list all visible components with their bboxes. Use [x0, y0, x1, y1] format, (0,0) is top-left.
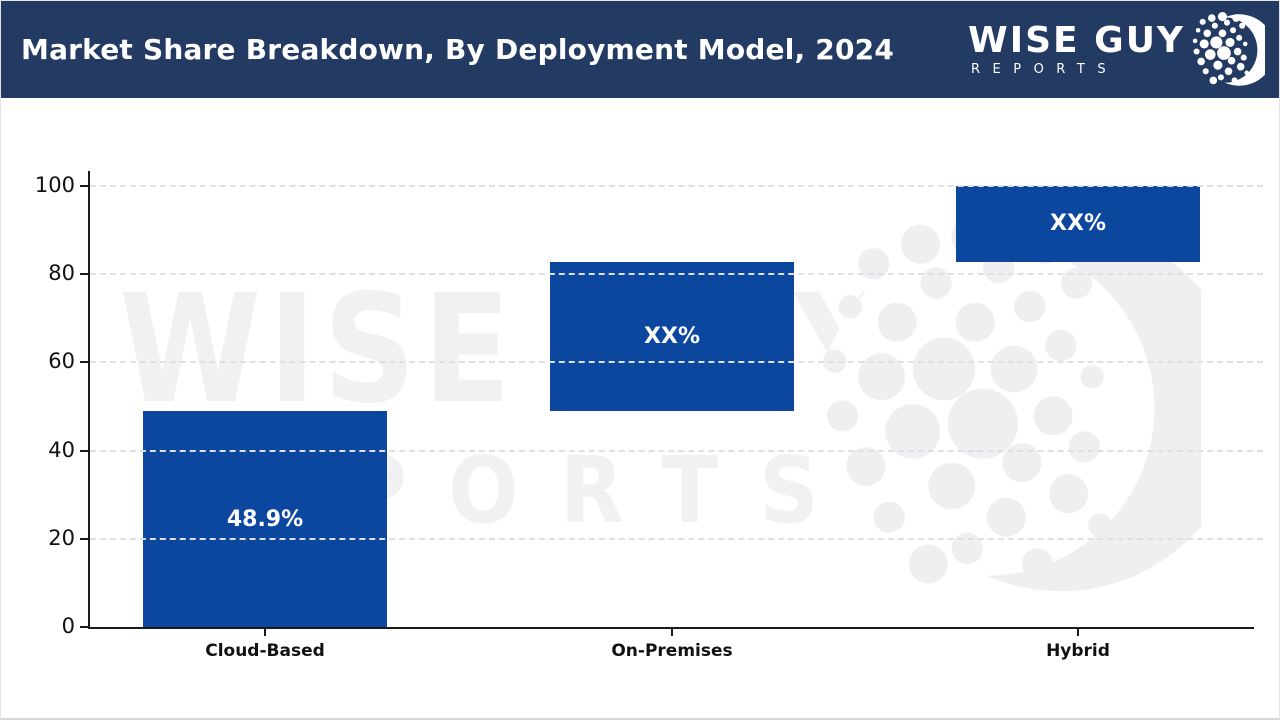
bar-value-label: XX% — [644, 324, 700, 350]
y-gridline — [90, 537, 1263, 540]
y-axis-tick — [80, 626, 88, 628]
y-axis-tick — [80, 273, 88, 276]
y-axis-tick — [80, 361, 88, 364]
y-axis-tick-label: 60 — [48, 349, 75, 374]
logo-wordmark-line2: REPORTS — [970, 61, 1119, 77]
x-axis-line — [88, 627, 1254, 629]
y-axis-tick-label: 100 — [34, 173, 75, 197]
bar-value-label: XX% — [1050, 211, 1106, 237]
y-gridline — [90, 273, 1263, 276]
y-axis-tick — [80, 185, 88, 187]
x-axis-tick — [671, 629, 673, 636]
bar-value-label: 48.9% — [226, 506, 304, 532]
y-gridline — [90, 449, 1263, 452]
x-axis-tick — [264, 629, 266, 636]
y-axis-tick-label: 20 — [48, 525, 75, 550]
x-category-label: Hybrid — [1046, 641, 1110, 661]
header: Market Share Breakdown, By Deployment Mo… — [1, 1, 1279, 98]
chart-plot-area: 0 20 40 60 80 100 48.9% Cloud-Based XX% On-Premis… — [1, 98, 1279, 718]
bar: XX% — [550, 261, 794, 412]
logo-wordmark-line1: WISE GUY — [967, 20, 1185, 62]
logo-face-icon — [1192, 11, 1265, 86]
x-category-label: On-Premises — [611, 641, 733, 661]
x-axis-tick — [1077, 629, 1079, 636]
bar: 48.9% — [143, 411, 387, 627]
y-axis-tick — [80, 449, 88, 452]
y-axis-tick-label: 0 — [61, 614, 75, 638]
logo-wordmark: WISE GUY REPORTS — [968, 22, 1185, 77]
wiseguy-logo: WISE GUY REPORTS — [968, 11, 1265, 89]
y-gridline — [90, 361, 1263, 364]
x-category-label: Cloud-Based — [205, 641, 325, 661]
y-axis-tick-label: 40 — [48, 437, 75, 462]
y-axis-tick — [80, 537, 88, 540]
y-axis-tick-label: 80 — [48, 261, 75, 286]
y-gridline — [90, 185, 1263, 187]
bar: XX% — [956, 186, 1200, 262]
chart-title: Market Share Breakdown, By Deployment Mo… — [21, 33, 895, 66]
y-axis-line — [88, 171, 90, 629]
